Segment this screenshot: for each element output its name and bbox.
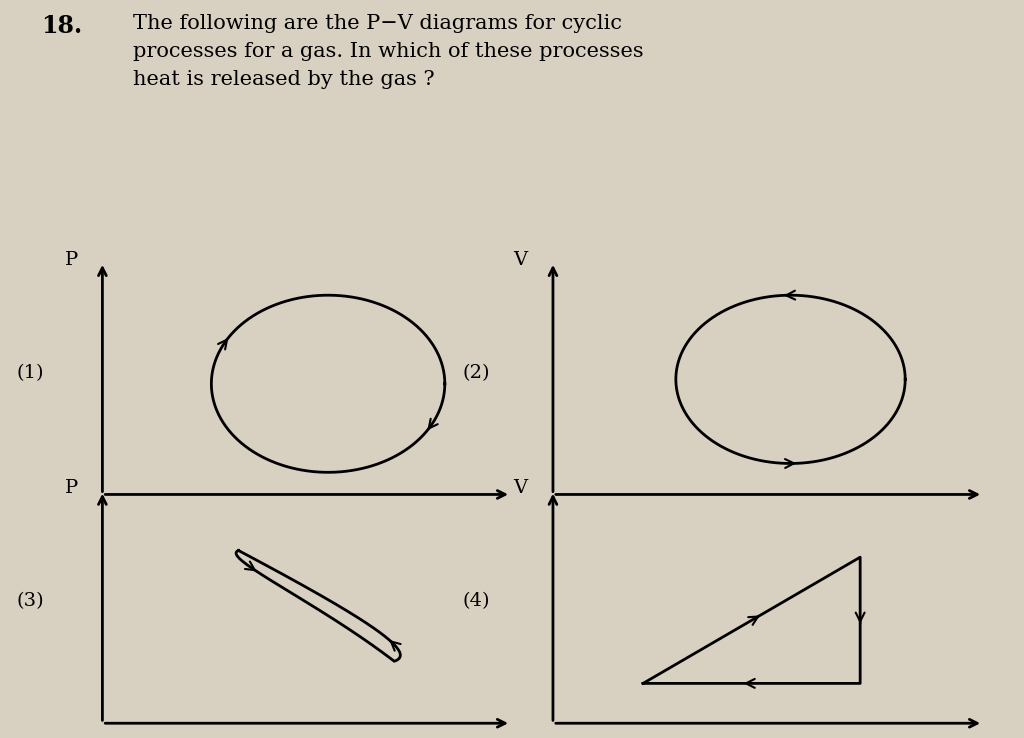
Text: 18.: 18. [41, 14, 82, 38]
Text: (4): (4) [463, 593, 490, 610]
Text: The following are the P−V diagrams for cyclic
processes for a gas. In which of t: The following are the P−V diagrams for c… [133, 14, 644, 89]
Text: V: V [513, 480, 527, 497]
Text: P: P [752, 517, 764, 534]
Text: (3): (3) [16, 593, 44, 610]
Text: V: V [513, 251, 527, 269]
Text: V: V [290, 517, 304, 534]
Text: P: P [65, 480, 78, 497]
Text: (1): (1) [16, 364, 44, 382]
Text: (2): (2) [463, 364, 490, 382]
Text: P: P [65, 251, 78, 269]
